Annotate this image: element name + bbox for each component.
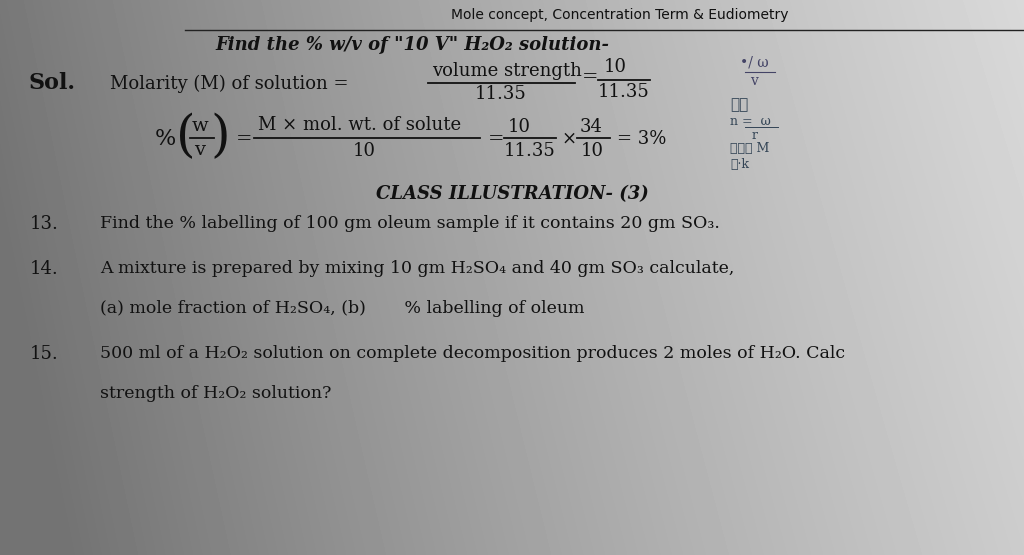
Text: =: =: [236, 130, 253, 148]
Text: = 3%: = 3%: [617, 130, 667, 148]
Text: 14.: 14.: [30, 260, 58, 278]
Text: •/ ω: •/ ω: [740, 55, 769, 69]
Text: 10: 10: [604, 58, 627, 76]
Text: 10: 10: [508, 118, 531, 136]
Text: (: (: [176, 113, 196, 163]
Text: 34: 34: [580, 118, 603, 136]
Text: (a) mole fraction of H₂SO₄, (b)       % labelling of oleum: (a) mole fraction of H₂SO₄, (b) % labell…: [100, 300, 585, 317]
Text: 13.: 13.: [30, 215, 58, 233]
Text: n =  ω: n = ω: [730, 115, 771, 128]
Text: 11.35: 11.35: [504, 142, 556, 160]
Text: ): ): [210, 113, 229, 163]
Text: 11.35: 11.35: [475, 85, 526, 103]
Text: 11.35: 11.35: [598, 83, 650, 101]
Text: w: w: [193, 117, 209, 135]
Text: ×: ×: [562, 130, 578, 148]
Text: r: r: [752, 129, 758, 142]
Text: Sol.: Sol.: [28, 72, 75, 94]
Text: v: v: [194, 141, 205, 159]
Text: न्य M: न्य M: [730, 142, 769, 155]
Text: A mixture is prepared by mixing 10 gm H₂SO₄ and 40 gm SO₃ calculate,: A mixture is prepared by mixing 10 gm H₂…: [100, 260, 734, 277]
Text: 500 ml of a H₂O₂ solution on complete decomposition produces 2 moles of H₂O. Cal: 500 ml of a H₂O₂ solution on complete de…: [100, 345, 845, 362]
Text: Mole concept, Concentration Term & Eudiometry: Mole concept, Concentration Term & Eudio…: [452, 8, 788, 22]
Text: 10: 10: [581, 142, 604, 160]
Text: %: %: [155, 128, 176, 150]
Text: strength of H₂O₂ solution?: strength of H₂O₂ solution?: [100, 385, 332, 402]
Text: Find the % w/v of "10 V" H₂O₂ solution-: Find the % w/v of "10 V" H₂O₂ solution-: [215, 36, 609, 54]
Text: שע: שע: [730, 98, 749, 112]
Text: =: =: [488, 130, 505, 148]
Text: Molarity (M) of solution =: Molarity (M) of solution =: [110, 75, 348, 93]
Text: =: =: [582, 68, 598, 86]
Text: 15.: 15.: [30, 345, 58, 363]
Text: Find the % labelling of 100 gm oleum sample if it contains 20 gm SO₃.: Find the % labelling of 100 gm oleum sam…: [100, 215, 720, 232]
Text: CLASS ILLUSTRATION- (3): CLASS ILLUSTRATION- (3): [376, 185, 648, 203]
Text: 10: 10: [353, 142, 376, 160]
Text: ℵ·k: ℵ·k: [730, 158, 749, 171]
Text: v: v: [750, 74, 758, 88]
Text: volume strength: volume strength: [432, 62, 582, 80]
Text: M × mol. wt. of solute: M × mol. wt. of solute: [258, 116, 461, 134]
